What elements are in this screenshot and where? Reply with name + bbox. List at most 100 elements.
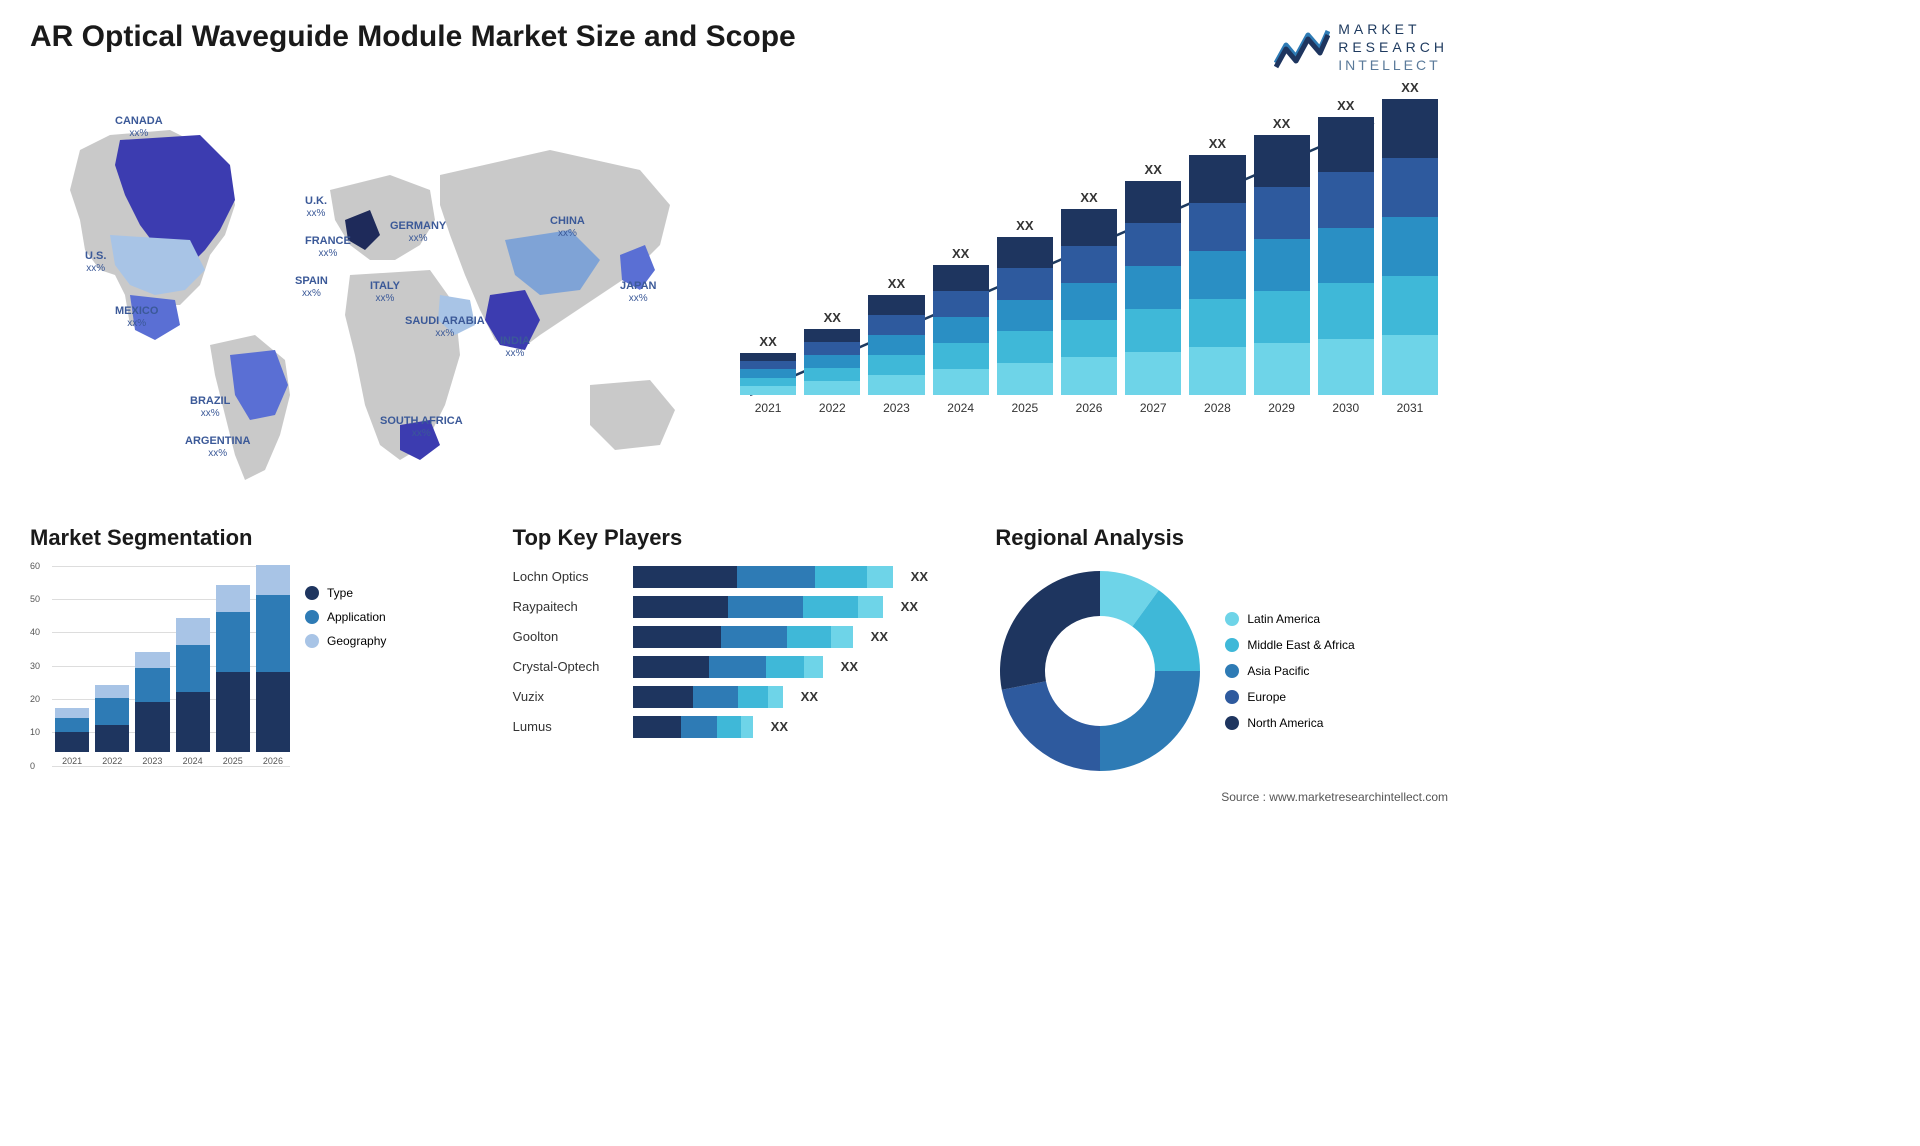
seg-legend-label: Geography xyxy=(327,634,386,648)
growth-bar-segment xyxy=(804,355,860,368)
growth-bar-value: XX xyxy=(1337,98,1354,113)
brand-logo-block: MARKET RESEARCH INTELLECT xyxy=(1274,20,1448,75)
map-label: CANADAxx% xyxy=(115,115,163,139)
map-label: FRANCExx% xyxy=(305,235,351,259)
growth-bar-column: XX2024 xyxy=(933,246,989,415)
players-panel: Top Key Players Lochn Optics XX Raypaitech… xyxy=(513,525,966,796)
player-row: RaypaitechXX xyxy=(513,596,966,618)
growth-bar-segment xyxy=(997,268,1053,300)
growth-bar-stack xyxy=(868,295,924,395)
map-label: U.K.xx% xyxy=(305,195,327,219)
map-label: U.S.xx% xyxy=(85,250,106,274)
growth-bar-value: XX xyxy=(952,246,969,261)
growth-bar-column: XX2031 xyxy=(1382,80,1438,415)
seg-y-tick: 30 xyxy=(30,661,40,671)
player-bar-segment xyxy=(721,626,787,648)
growth-bar-segment xyxy=(997,237,1053,269)
growth-year-label: 2027 xyxy=(1140,401,1167,415)
growth-bar-segment xyxy=(868,335,924,355)
legend-dot-icon xyxy=(1225,638,1239,652)
players-title: Top Key Players xyxy=(513,525,966,551)
regional-legend: Latin AmericaMiddle East & AfricaAsia Pa… xyxy=(1225,612,1354,730)
player-bar xyxy=(633,716,753,738)
player-bar-segment xyxy=(633,716,681,738)
growth-bar-value: XX xyxy=(759,334,776,349)
growth-year-label: 2028 xyxy=(1204,401,1231,415)
seg-bar-segment xyxy=(135,652,169,669)
players-list: Lochn OpticsXXRaypaitechXXGooltonXXCryst… xyxy=(513,566,966,738)
regional-donut xyxy=(995,566,1205,776)
player-bar-segment xyxy=(709,656,766,678)
region-legend-label: Asia Pacific xyxy=(1247,664,1309,678)
player-bar-segment xyxy=(737,566,815,588)
player-bar-segment xyxy=(717,716,741,738)
seg-bar-segment xyxy=(95,725,129,752)
map-label: SPAINxx% xyxy=(295,275,328,299)
seg-bar-column: 2024 xyxy=(176,618,210,765)
segmentation-legend: Type Application Geography xyxy=(305,566,386,796)
region-legend-label: North America xyxy=(1247,716,1323,730)
seg-year-label: 2023 xyxy=(142,756,162,766)
player-row: Crystal-OptechXX xyxy=(513,656,966,678)
segmentation-panel: Market Segmentation 01020304050602021202… xyxy=(30,525,483,796)
growth-bar-segment xyxy=(1189,251,1245,299)
seg-legend-label: Type xyxy=(327,586,353,600)
growth-bar-value: XX xyxy=(1401,80,1418,95)
seg-bar-segment xyxy=(135,668,169,701)
seg-bar-segment xyxy=(176,618,210,645)
seg-bar-stack xyxy=(216,585,250,752)
growth-bar-value: XX xyxy=(1273,116,1290,131)
growth-bar-segment xyxy=(1061,246,1117,283)
player-name: Lochn Optics xyxy=(513,569,623,584)
seg-bar-column: 2021 xyxy=(55,708,89,765)
player-bar-segment xyxy=(815,566,867,588)
seg-year-label: 2021 xyxy=(62,756,82,766)
seg-bar-segment xyxy=(176,645,210,692)
growth-year-label: 2029 xyxy=(1268,401,1295,415)
seg-gridline xyxy=(52,766,290,767)
growth-chart-panel: XX2021XX2022XX2023XX2024XX2025XX2026XX20… xyxy=(730,115,1448,495)
growth-year-label: 2030 xyxy=(1332,401,1359,415)
growth-bar-segment xyxy=(1125,266,1181,309)
page-title: AR Optical Waveguide Module Market Size … xyxy=(30,20,796,54)
seg-legend-label: Application xyxy=(327,610,386,624)
growth-bar-stack xyxy=(933,265,989,395)
growth-bar-segment xyxy=(1382,276,1438,335)
growth-bar-column: XX 2030 xyxy=(1318,98,1374,415)
player-bar xyxy=(633,566,893,588)
growth-bar-stack xyxy=(1382,99,1438,395)
legend-dot-icon xyxy=(305,586,319,600)
growth-bar-segment xyxy=(1382,158,1438,217)
legend-dot-icon xyxy=(305,610,319,624)
map-label: INDIAxx% xyxy=(500,335,530,359)
growth-bar-segment xyxy=(1254,135,1310,187)
growth-bar-segment xyxy=(933,291,989,317)
brand-text: MARKET RESEARCH INTELLECT xyxy=(1338,20,1448,75)
seg-y-tick: 10 xyxy=(30,727,40,737)
legend-dot-icon xyxy=(1225,612,1239,626)
growth-bar-segment xyxy=(1189,299,1245,347)
growth-bar-value: XX xyxy=(1145,162,1162,177)
player-bar xyxy=(633,596,883,618)
player-bar-segment xyxy=(867,566,893,588)
brand-line1: MARKET xyxy=(1338,20,1448,38)
seg-legend-item: Type xyxy=(305,586,386,600)
growth-bar-column: XX2028 xyxy=(1189,136,1245,415)
seg-legend-item: Geography xyxy=(305,634,386,648)
seg-bars: 202120222023202420252026 xyxy=(55,566,290,766)
seg-year-label: 2025 xyxy=(223,756,243,766)
seg-year-label: 2024 xyxy=(183,756,203,766)
seg-bar-segment xyxy=(256,672,290,752)
player-bar-segment xyxy=(831,626,853,648)
growth-bar-segment xyxy=(933,317,989,343)
player-value: XX xyxy=(841,659,858,674)
growth-bar-value: XX xyxy=(1016,218,1033,233)
player-bar-segment xyxy=(787,626,831,648)
growth-bar-segment xyxy=(868,315,924,335)
growth-year-label: 2023 xyxy=(883,401,910,415)
growth-bar-column: XX2022 xyxy=(804,310,860,415)
growth-bar-segment xyxy=(1382,217,1438,276)
growth-bar-column: XX2025 xyxy=(997,218,1053,415)
brand-line3: INTELLECT xyxy=(1338,56,1448,74)
growth-bar-segment xyxy=(740,361,796,369)
